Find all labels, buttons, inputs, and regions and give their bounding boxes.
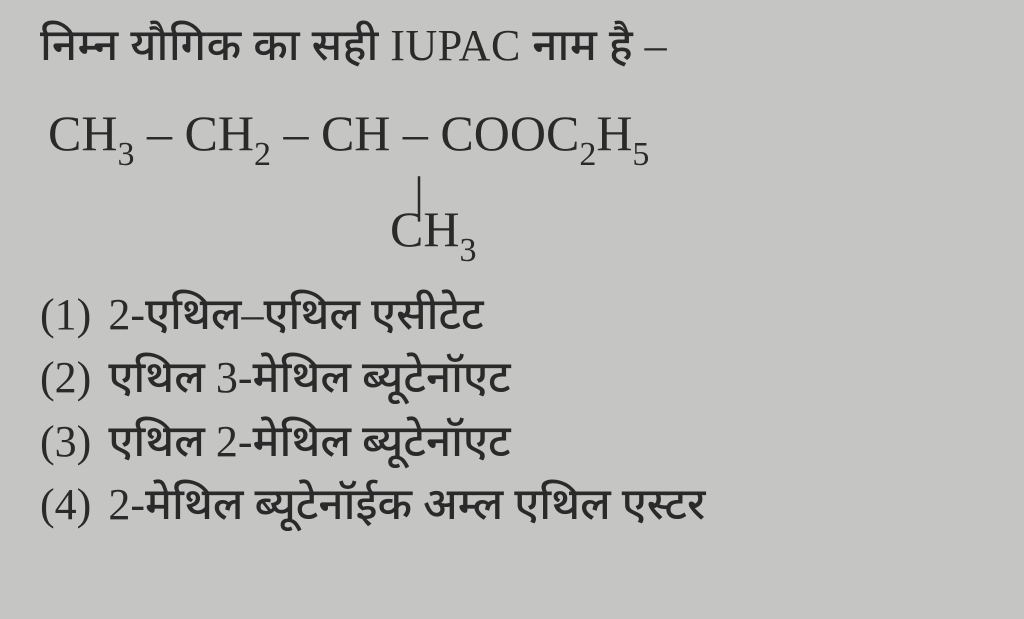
option-4: (4) 2-मेथिल ब्यूटेनॉईक अम्ल एथिल एस्टर <box>40 476 984 533</box>
option-number: (2) <box>40 353 91 402</box>
option-3: (3) एथिल 2-मेथिल ब्यूटेनॉएट <box>40 413 984 470</box>
option-text: एथिल 3-मेथिल ब्यूटेनॉएट <box>108 353 510 402</box>
option-text: एथिल 2-मेथिल ब्यूटेनॉएट <box>108 417 510 466</box>
option-number: (3) <box>40 417 91 466</box>
option-text: 2-मेथिल ब्यूटेनॉईक अम्ल एथिल एस्टर <box>108 480 705 529</box>
branch-connector: | <box>414 177 984 212</box>
option-1: (1) 2-एथिल–एथिल एसीटेट <box>40 286 984 343</box>
branch-group: CH3 <box>390 201 476 257</box>
chemical-formula-branch: | CH3 <box>390 177 984 262</box>
chemical-formula-main: CH3 – CH2 – CH – COOC2H5 <box>48 106 984 169</box>
option-number: (4) <box>40 480 91 529</box>
option-number: (1) <box>40 290 91 339</box>
formula-text: CH3 – CH2 – CH – COOC2H5 <box>48 105 649 161</box>
option-2: (2) एथिल 3-मेथिल ब्यूटेनॉएट <box>40 349 984 406</box>
question-prompt: निम्न यौगिक का सही IUPAC नाम है – <box>40 20 984 78</box>
option-text: 2-एथिल–एथिल एसीटेट <box>108 290 483 339</box>
answer-options: (1) 2-एथिल–एथिल एसीटेट (2) एथिल 3-मेथिल … <box>40 286 984 533</box>
